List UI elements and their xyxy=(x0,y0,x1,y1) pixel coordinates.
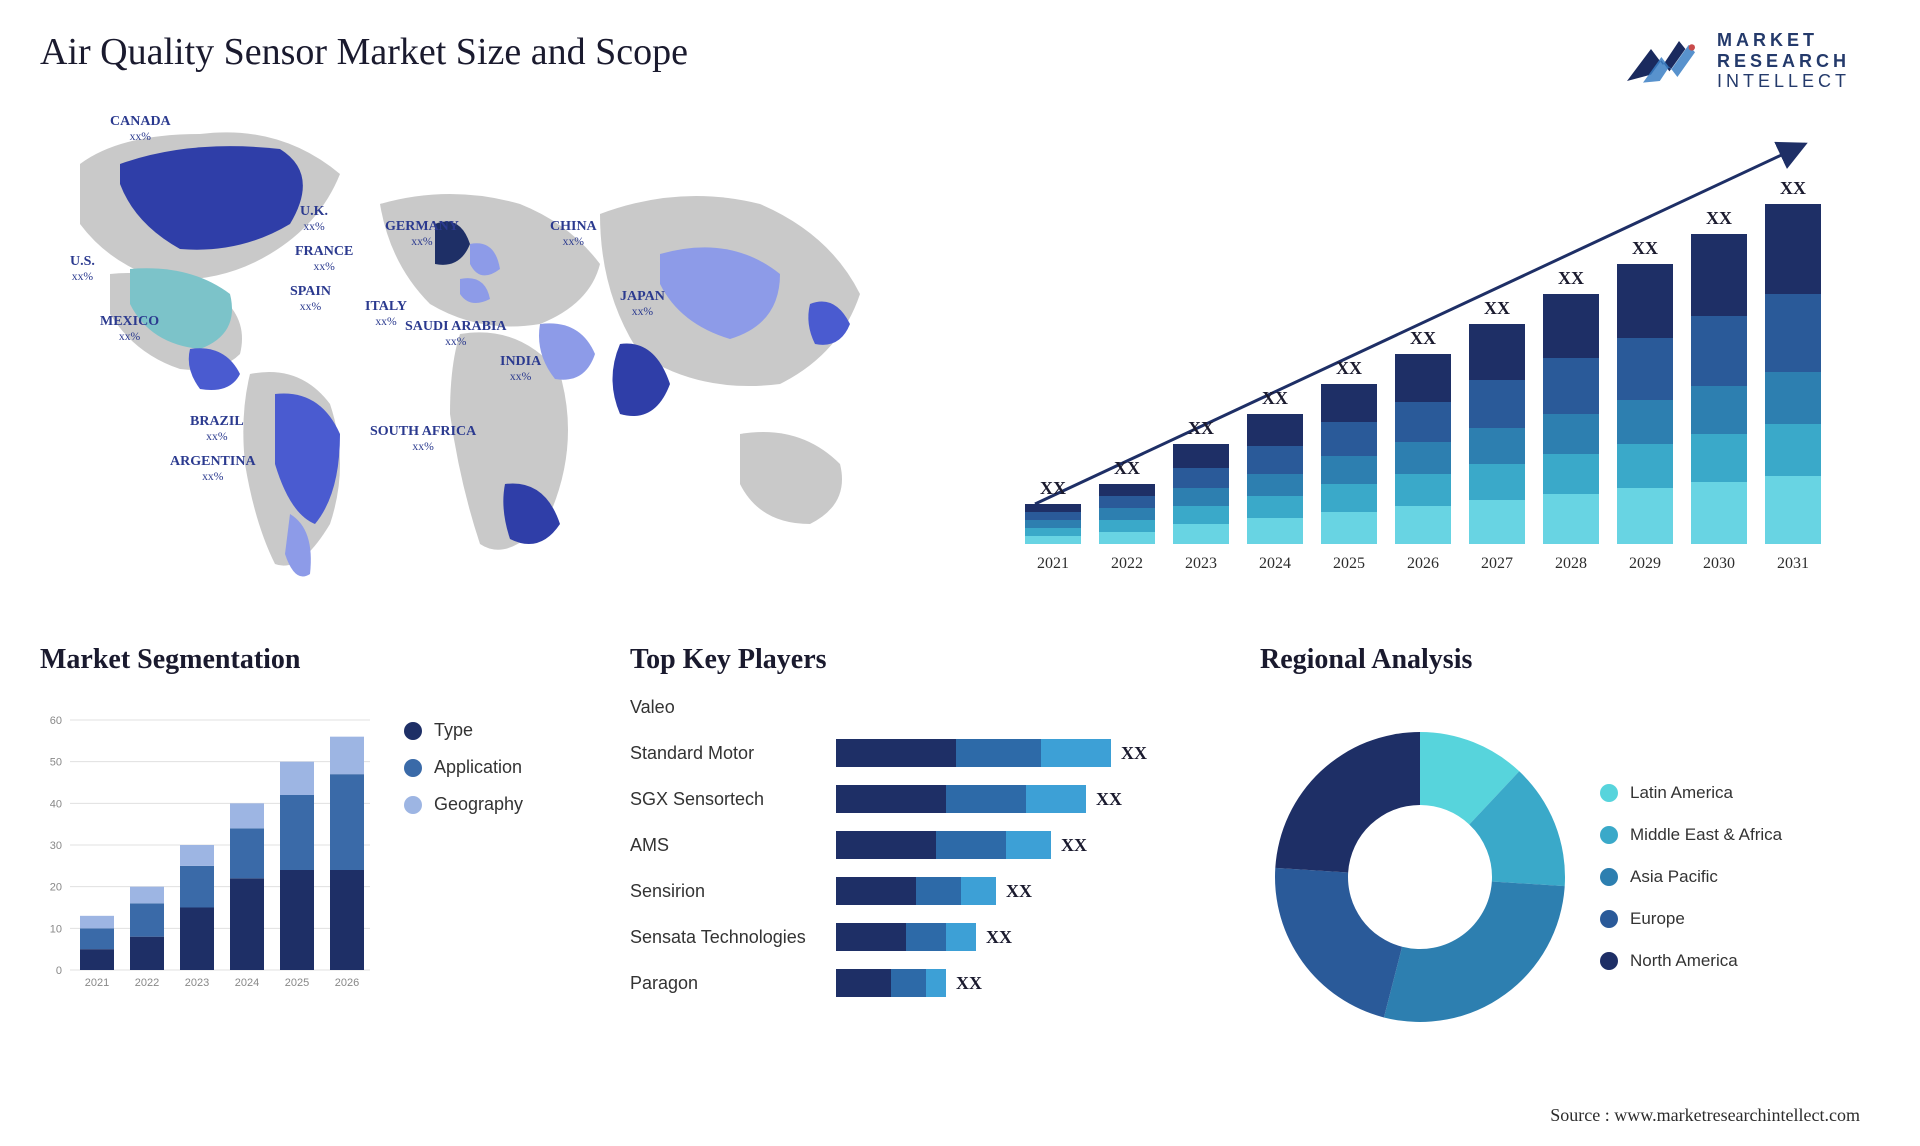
map-country-label: SPAINxx% xyxy=(290,284,331,314)
player-label: AMS xyxy=(630,828,820,862)
svg-text:30: 30 xyxy=(50,840,62,852)
regional-legend: Latin America Middle East & Africa Asia Pa… xyxy=(1600,783,1782,971)
svg-text:2026: 2026 xyxy=(1407,555,1439,572)
player-labels: Valeo Standard Motor SGX Sensortech AMS Sens… xyxy=(630,690,820,1000)
svg-text:2021: 2021 xyxy=(1037,555,1069,572)
world-map-panel: CANADAxx% U.S.xx% MEXICOxx% BRAZILxx% ARGENT… xyxy=(40,94,920,614)
svg-text:2023: 2023 xyxy=(185,977,209,989)
player-bar-row xyxy=(836,690,1230,724)
map-country-label: U.K.xx% xyxy=(300,204,328,234)
svg-text:XX: XX xyxy=(1336,358,1362,378)
regional-title: Regional Analysis xyxy=(1260,644,1880,676)
player-label: Sensirion xyxy=(630,874,820,908)
map-country-label: BRAZILxx% xyxy=(190,414,244,444)
segmentation-chart: 0 10 20 30 40 50 60 2021 2022 2023 2024 2025 2026 xyxy=(40,690,380,1064)
player-label: Standard Motor xyxy=(630,736,820,770)
regional-legend-item: Middle East & Africa xyxy=(1600,825,1782,845)
svg-text:XX: XX xyxy=(1484,298,1510,318)
map-country-label: FRANCExx% xyxy=(295,244,353,274)
svg-text:2028: 2028 xyxy=(1555,555,1587,572)
svg-text:60: 60 xyxy=(50,715,62,727)
regional-legend-item: North America xyxy=(1600,951,1782,971)
svg-text:2027: 2027 xyxy=(1481,555,1513,572)
brand-logo: MARKET RESEARCH INTELLECT xyxy=(1623,30,1850,92)
svg-text:2024: 2024 xyxy=(1259,555,1291,572)
map-country-label: SAUDI ARABIAxx% xyxy=(405,319,507,349)
svg-text:2024: 2024 xyxy=(235,977,259,989)
segmentation-legend-item: Type xyxy=(404,720,523,741)
main-bar-chart: XX 2021 XX 2022 XX 2023 XX 2024 XX 2025 XX 2026 XX 20… xyxy=(960,94,1880,614)
segmentation-legend: Type Application Geography xyxy=(404,690,523,1064)
svg-text:50: 50 xyxy=(50,757,62,769)
svg-text:2031: 2031 xyxy=(1777,555,1809,572)
svg-text:2025: 2025 xyxy=(285,977,309,989)
svg-text:XX: XX xyxy=(1410,328,1436,348)
map-country-label: MEXICOxx% xyxy=(100,314,159,344)
donut-chart xyxy=(1260,722,1580,1032)
svg-text:10: 10 xyxy=(50,923,62,935)
map-country-label: JAPANxx% xyxy=(620,289,665,319)
regional-legend-item: Latin America xyxy=(1600,783,1782,803)
page-title: Air Quality Sensor Market Size and Scope xyxy=(40,30,1880,74)
player-label: Valeo xyxy=(630,690,820,724)
logo-mark-icon xyxy=(1623,31,1703,91)
regional-legend-item: Europe xyxy=(1600,909,1782,929)
map-country-label: GERMANYxx% xyxy=(385,219,459,249)
top-players-title: Top Key Players xyxy=(630,644,1230,676)
map-country-label: ITALYxx% xyxy=(365,299,407,329)
map-country-label: INDIAxx% xyxy=(500,354,541,384)
player-bar-row: XX xyxy=(836,966,1230,1000)
svg-text:XX: XX xyxy=(1706,208,1732,228)
segmentation-title: Market Segmentation xyxy=(40,644,600,676)
svg-text:2023: 2023 xyxy=(1185,555,1217,572)
player-bar-row: XX xyxy=(836,736,1230,770)
svg-text:2030: 2030 xyxy=(1703,555,1735,572)
logo-line2: RESEARCH xyxy=(1717,51,1850,72)
svg-text:2022: 2022 xyxy=(1111,555,1143,572)
svg-text:40: 40 xyxy=(50,798,62,810)
map-country-label: ARGENTINAxx% xyxy=(170,454,256,484)
segmentation-panel: Market Segmentation 0 10 20 30 40 50 60 2021 202… xyxy=(40,644,600,1064)
svg-text:XX: XX xyxy=(1262,388,1288,408)
map-country-label: CANADAxx% xyxy=(110,114,171,144)
player-label: SGX Sensortech xyxy=(630,782,820,816)
logo-line3: INTELLECT xyxy=(1717,71,1850,92)
svg-text:20: 20 xyxy=(50,882,62,894)
player-label: Sensata Technologies xyxy=(630,920,820,954)
regional-panel: Regional Analysis Latin America Middle Ea… xyxy=(1260,644,1880,1064)
svg-text:XX: XX xyxy=(1558,268,1584,288)
regional-legend-item: Asia Pacific xyxy=(1600,867,1782,887)
map-country-label: SOUTH AFRICAxx% xyxy=(370,424,476,454)
source-label: Source : www.marketresearchintellect.com xyxy=(1550,1105,1860,1126)
svg-text:XX: XX xyxy=(1114,458,1140,478)
map-country-label: U.S.xx% xyxy=(70,254,95,284)
logo-line1: MARKET xyxy=(1717,30,1850,51)
svg-text:2025: 2025 xyxy=(1333,555,1365,572)
player-bars: XX XX XX XX XX XX xyxy=(836,690,1230,1000)
top-players-panel: Top Key Players Valeo Standard Motor SGX S… xyxy=(630,644,1230,1064)
player-bar-row: XX xyxy=(836,920,1230,954)
player-bar-row: XX xyxy=(836,828,1230,862)
segmentation-legend-item: Geography xyxy=(404,794,523,815)
svg-text:XX: XX xyxy=(1040,478,1066,498)
svg-text:XX: XX xyxy=(1632,238,1658,258)
map-country-label: CHINAxx% xyxy=(550,219,597,249)
player-bar-row: XX xyxy=(836,874,1230,908)
svg-text:0: 0 xyxy=(56,965,62,977)
svg-text:2021: 2021 xyxy=(85,977,109,989)
svg-text:XX: XX xyxy=(1780,178,1806,198)
segmentation-legend-item: Application xyxy=(404,757,523,778)
player-label: Paragon xyxy=(630,966,820,1000)
svg-text:2022: 2022 xyxy=(135,977,159,989)
svg-text:2026: 2026 xyxy=(335,977,359,989)
svg-text:2029: 2029 xyxy=(1629,555,1661,572)
world-map-icon xyxy=(40,94,920,614)
player-bar-row: XX xyxy=(836,782,1230,816)
svg-text:XX: XX xyxy=(1188,418,1214,438)
